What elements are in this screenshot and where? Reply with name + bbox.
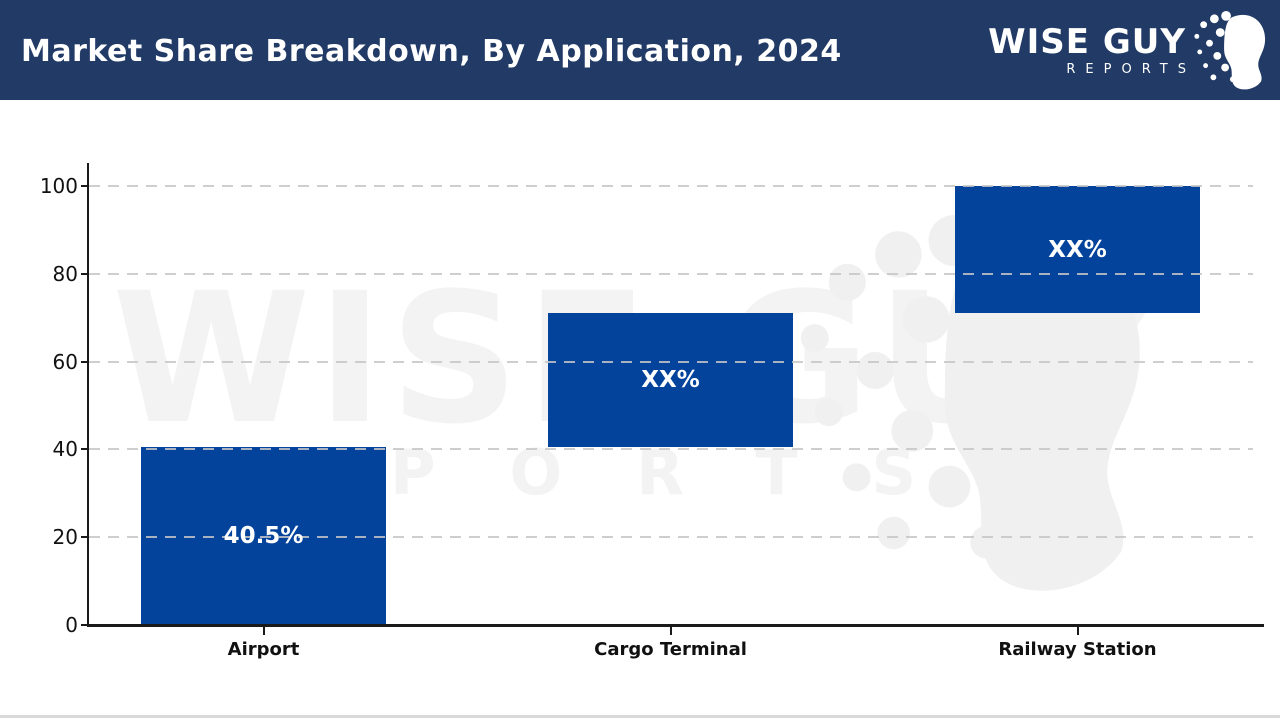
bar-cargo-terminal <box>548 313 793 448</box>
wiseguy-face-icon <box>1194 11 1266 90</box>
y-tick-80 <box>81 272 88 275</box>
y-tick-20 <box>81 536 88 539</box>
y-tick-40 <box>81 448 88 451</box>
x-tick-1 <box>262 627 265 635</box>
gridline-20 <box>89 536 1253 539</box>
x-axis-spine <box>87 624 1264 627</box>
y-tick-label: 100 <box>39 174 78 198</box>
wiseguy-logo-line1: WISE GUY <box>988 21 1186 62</box>
x-tick-2 <box>669 627 672 635</box>
x-category-label: Cargo Terminal <box>594 639 747 660</box>
y-tick-label: 0 <box>65 613 78 637</box>
wiseguy-logo: WISE GUY REPORTS <box>988 4 1268 96</box>
bar-railway-station <box>955 186 1200 314</box>
gridline-40 <box>89 448 1253 451</box>
x-category-label: Airport <box>227 639 300 660</box>
x-category-label: Railway Station <box>998 639 1157 660</box>
header-bar: Market Share Breakdown, By Application, … <box>0 0 1280 100</box>
bar-airport <box>141 447 386 625</box>
y-tick-label: 80 <box>52 261 78 286</box>
x-tick-3 <box>1076 627 1079 635</box>
gridline-60 <box>89 360 1253 363</box>
footer-rule <box>0 715 1280 718</box>
y-tick-label: 40 <box>52 437 78 462</box>
bar-value-label: XX% <box>641 367 700 394</box>
y-tick-label: 20 <box>52 525 78 550</box>
bar-value-label: 40.5% <box>223 523 304 550</box>
wiseguy-logo-line2: REPORTS <box>1066 61 1196 77</box>
gridline-100 <box>89 185 1253 187</box>
wiseguy-logo-text: WISE GUY REPORTS <box>988 25 1186 76</box>
y-axis-spine <box>87 163 89 627</box>
chart-title: Market Share Breakdown, By Application, … <box>21 34 842 69</box>
y-tick-60 <box>81 360 88 363</box>
y-tick-100 <box>81 185 88 187</box>
gridline-80 <box>89 272 1253 275</box>
y-tick-0 <box>81 624 88 626</box>
y-tick-label: 60 <box>52 349 78 374</box>
bar-value-label: XX% <box>1048 236 1107 263</box>
